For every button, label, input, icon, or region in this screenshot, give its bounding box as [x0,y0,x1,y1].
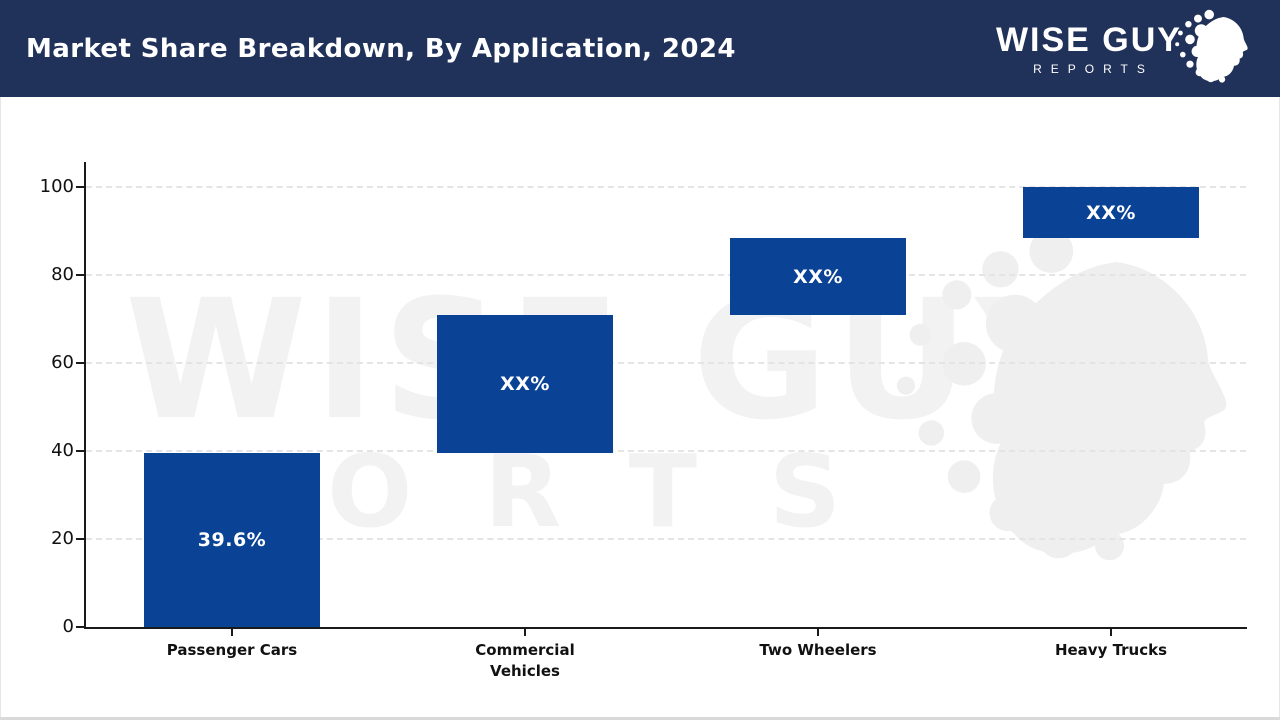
brand-logo: WISE GUY REPORTS [996,8,1254,90]
y-axis-tick [76,186,84,188]
gridline [86,450,1246,452]
gridline [86,186,1246,188]
x-axis-tick [1110,629,1112,636]
bar-value-label: XX% [793,265,843,288]
header-bar: Market Share Breakdown, By Application, … [0,0,1280,97]
y-tick-label: 40 [51,440,74,461]
gridline [86,274,1246,276]
y-axis-line [84,162,86,629]
x-axis-tick [817,629,819,636]
y-axis-tick [76,274,84,276]
bar-value-label: XX% [1086,201,1136,224]
brand-face-icon [1175,9,1248,83]
bar: XX% [437,315,613,453]
y-tick-label: 80 [51,264,74,285]
y-axis-tick [76,626,84,628]
y-tick-label: 100 [39,176,74,197]
x-category-label: Heavy Trucks [1054,641,1168,659]
x-axis-line [84,627,1247,629]
bar: 39.6% [144,452,320,627]
bar-value-label: 39.6% [197,528,267,551]
brand-name: WISE GUY [995,20,1182,59]
bar: XX% [730,238,906,316]
x-category-label: Two Wheelers [759,641,877,659]
x-category-label: Passenger Cars [166,641,298,659]
brand-logo-text: WISE GUY REPORTS [996,23,1182,75]
bar: XX% [1023,187,1199,239]
gridline [86,362,1246,364]
y-tick-label: 0 [62,616,74,637]
footer-divider [0,717,1280,720]
gridline [86,538,1246,540]
y-axis-tick [76,538,84,540]
y-tick-label: 60 [51,352,74,373]
x-axis-tick [231,629,233,636]
page-title: Market Share Breakdown, By Application, … [26,33,736,64]
y-tick-label: 20 [51,528,74,549]
y-axis-tick [76,362,84,364]
x-axis-tick [524,629,526,636]
bar-value-label: XX% [500,373,550,396]
brand-subtitle: REPORTS [1033,61,1154,76]
y-axis-tick [76,450,84,452]
x-category-label: Commercial Vehicles [475,641,575,680]
